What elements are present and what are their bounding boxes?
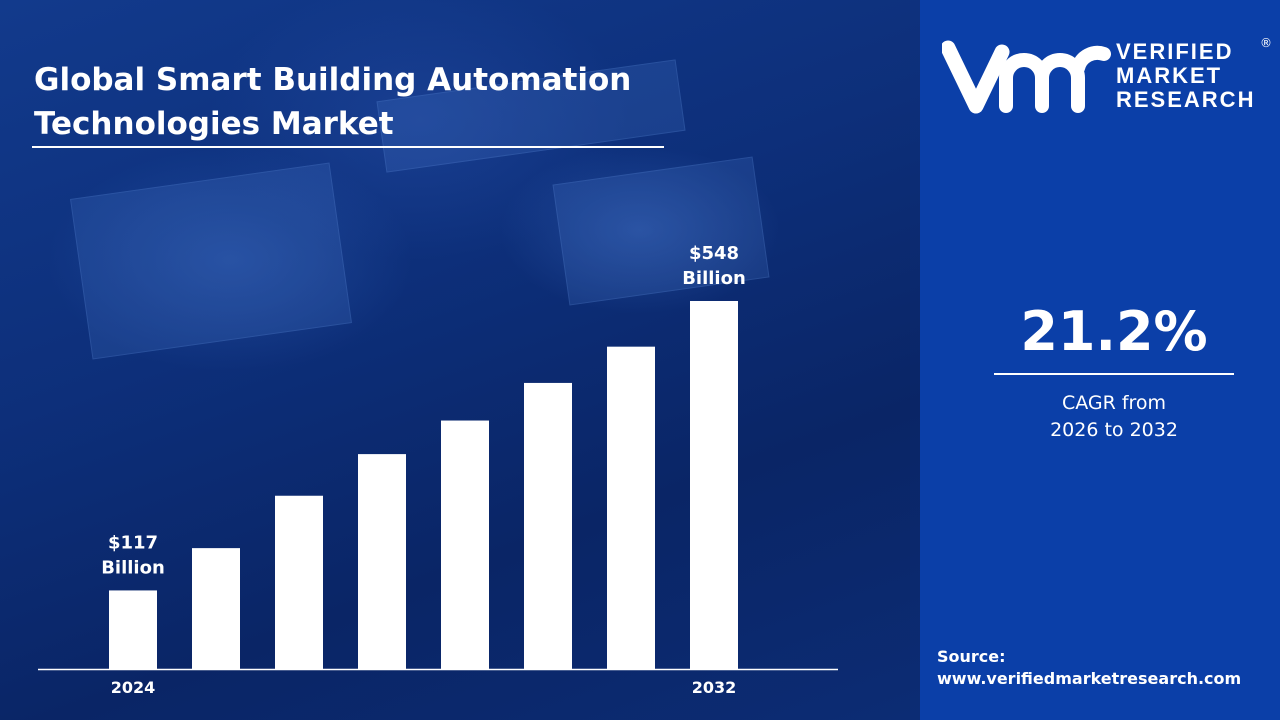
brand-name: VERIFIED MARKET RESEARCH xyxy=(1116,39,1256,112)
x-tick-label: 2032 xyxy=(692,678,737,697)
cagr-divider xyxy=(994,373,1234,375)
title-underline xyxy=(32,146,664,148)
cagr-value: 21.2% xyxy=(1020,300,1208,363)
source-link[interactable]: www.verifiedmarketresearch.com xyxy=(937,669,1242,688)
bar xyxy=(441,420,489,669)
registered-mark: ® xyxy=(1260,36,1272,50)
bar xyxy=(690,301,738,669)
bar xyxy=(358,454,406,669)
bar-chart: 2024 2032 $117 Billion $548 Billion xyxy=(38,243,838,697)
bar xyxy=(607,346,655,669)
bar xyxy=(524,382,572,669)
data-label: Billion xyxy=(682,268,746,289)
bar xyxy=(109,590,157,669)
data-label: $548 xyxy=(689,243,739,264)
summary-panel: VERIFIED MARKET RESEARCH ® 21.2% CAGR fr… xyxy=(920,0,1280,720)
cagr-label: CAGR from 2026 to 2032 xyxy=(1050,392,1178,441)
vmr-logo-icon xyxy=(942,40,1111,114)
x-tick-label: 2024 xyxy=(111,678,156,697)
data-label: $117 xyxy=(108,532,158,553)
data-label: Billion xyxy=(101,557,165,578)
bar xyxy=(275,495,323,669)
chart-title: Global Smart Building Automation Technol… xyxy=(34,62,632,142)
source: Source: www.verifiedmarketresearch.com xyxy=(937,647,1242,688)
bar xyxy=(192,548,240,669)
